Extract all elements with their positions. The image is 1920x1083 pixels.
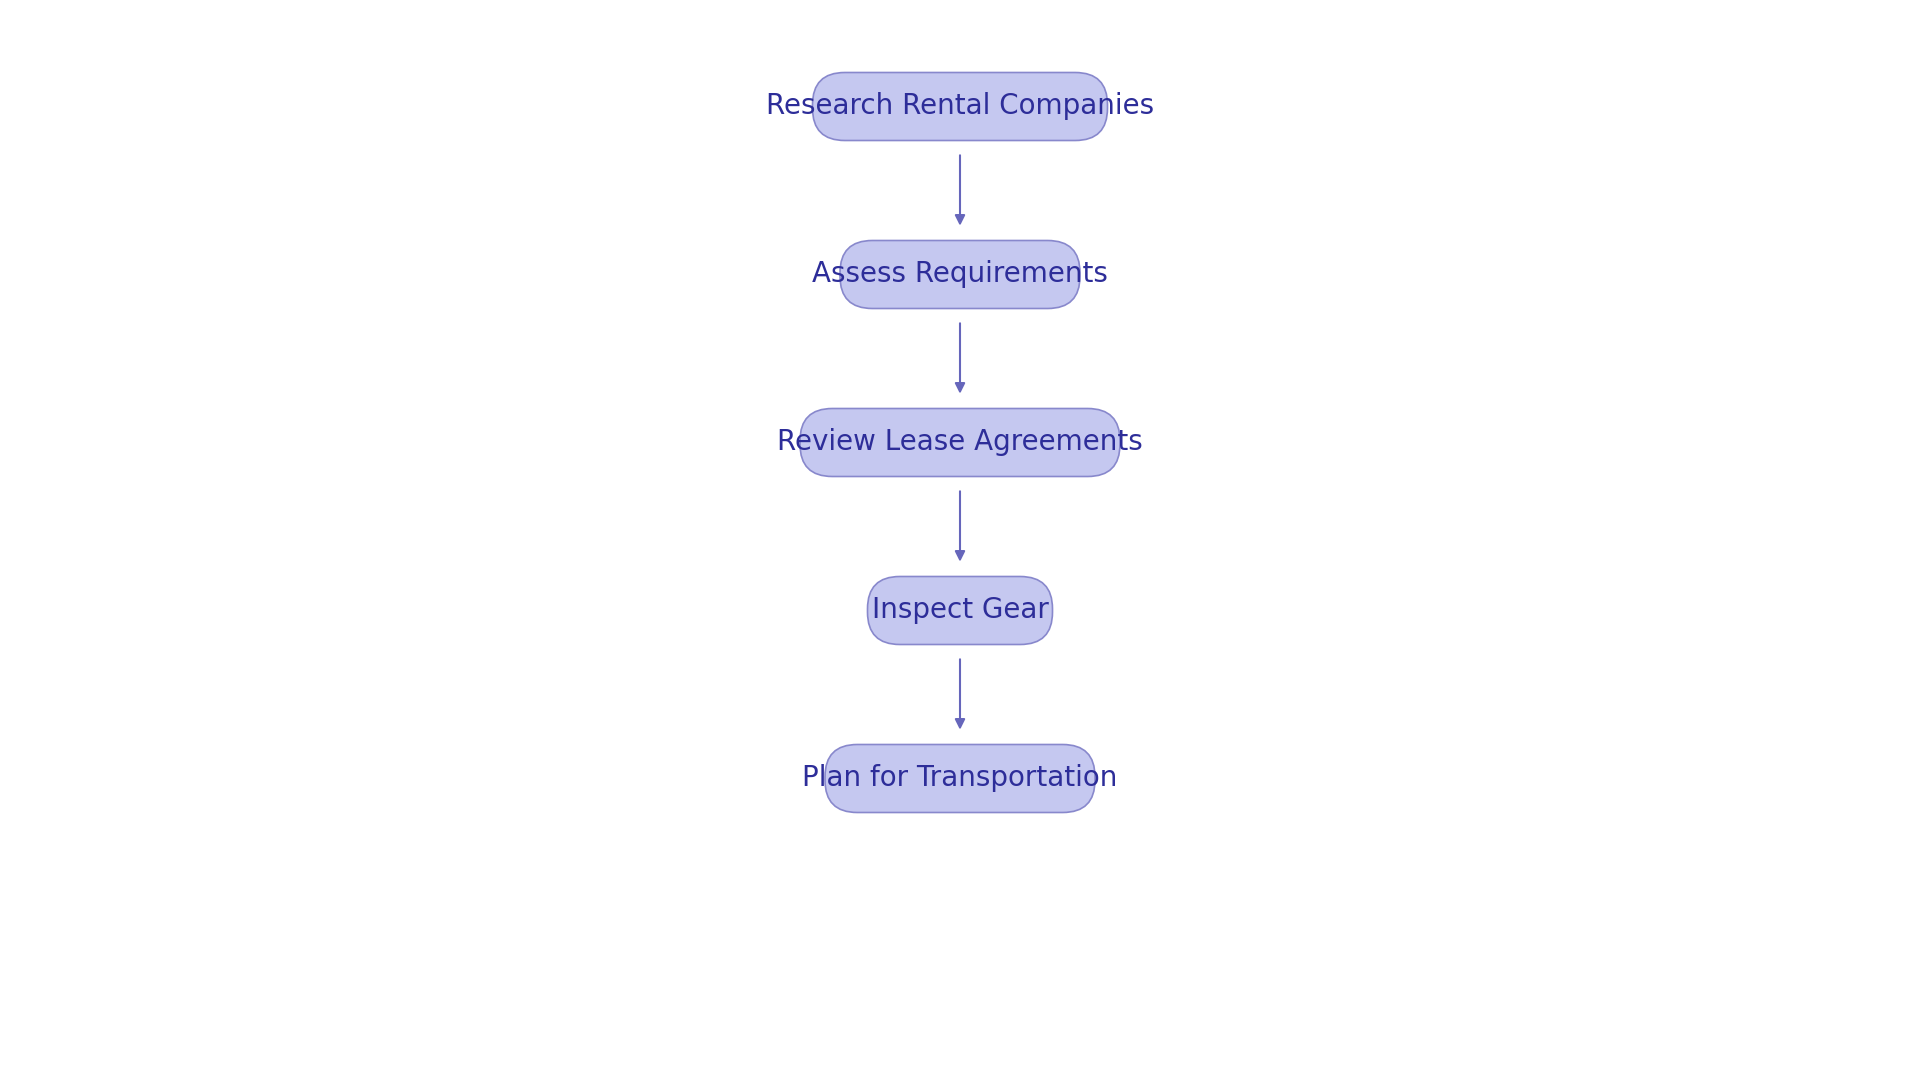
FancyBboxPatch shape — [801, 408, 1119, 477]
Text: Review Lease Agreements: Review Lease Agreements — [778, 429, 1142, 457]
FancyBboxPatch shape — [841, 240, 1079, 309]
FancyBboxPatch shape — [868, 576, 1052, 644]
FancyBboxPatch shape — [826, 744, 1094, 812]
FancyBboxPatch shape — [812, 73, 1108, 141]
Text: Assess Requirements: Assess Requirements — [812, 261, 1108, 288]
Text: Inspect Gear: Inspect Gear — [872, 597, 1048, 625]
Text: Plan for Transportation: Plan for Transportation — [803, 765, 1117, 793]
Text: Research Rental Companies: Research Rental Companies — [766, 92, 1154, 120]
